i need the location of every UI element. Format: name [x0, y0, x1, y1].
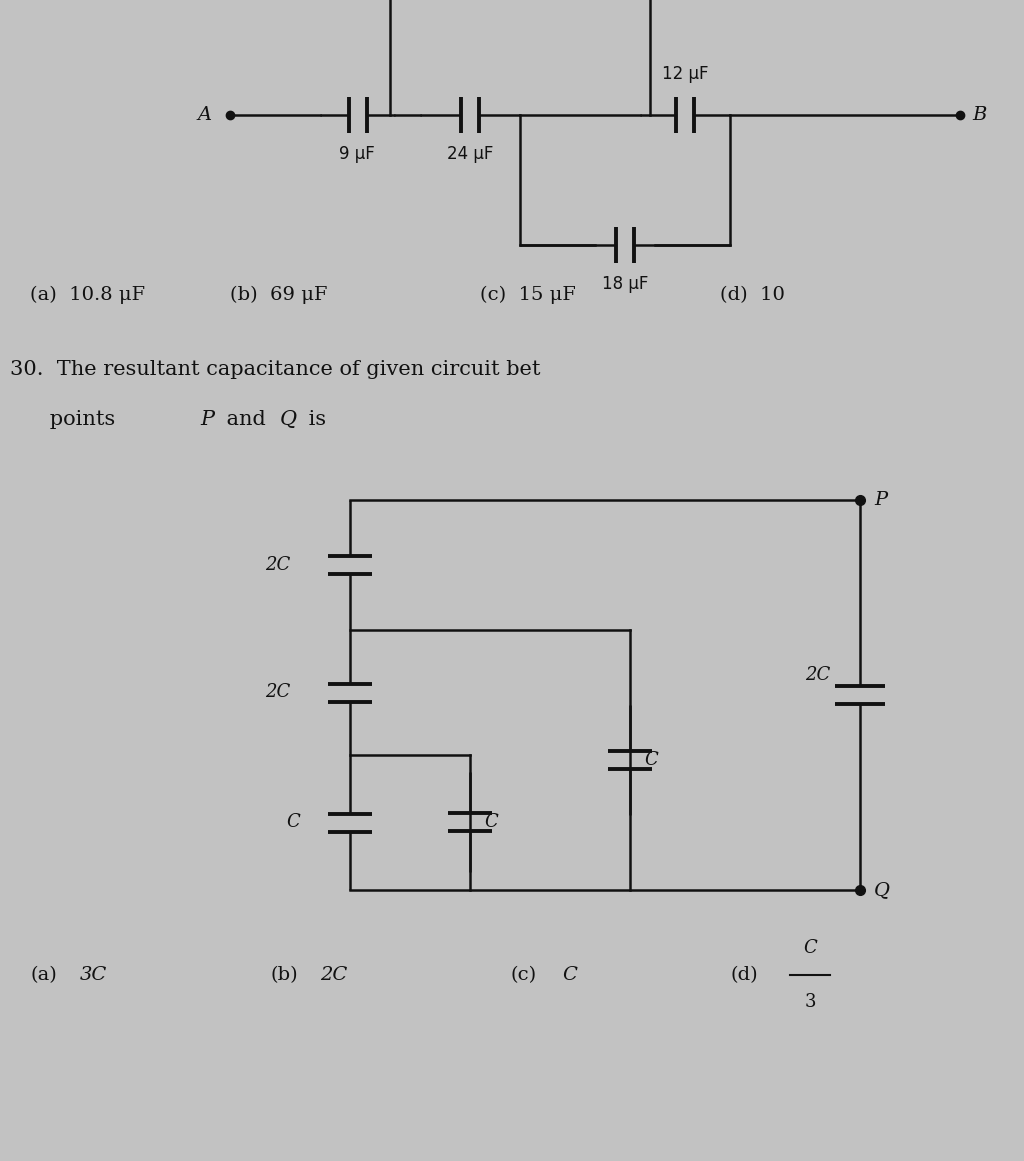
Text: C: C [287, 813, 300, 831]
Text: (c)  15 μF: (c) 15 μF [480, 286, 575, 304]
Text: 12 µF: 12 µF [662, 65, 709, 82]
Text: (d): (d) [730, 966, 758, 985]
Text: (a): (a) [30, 966, 56, 985]
Text: (b): (b) [270, 966, 298, 985]
Text: C: C [803, 939, 817, 957]
Text: (a)  10.8 μF: (a) 10.8 μF [30, 286, 145, 304]
Text: 2C: 2C [805, 666, 830, 684]
Text: (b)  69 μF: (b) 69 μF [230, 286, 328, 304]
Text: is: is [302, 410, 326, 430]
Text: 30.  The resultant capacitance of given circuit bet: 30. The resultant capacitance of given c… [10, 360, 541, 378]
Text: 9 µF: 9 µF [339, 145, 375, 163]
Text: and: and [220, 410, 272, 430]
Text: C: C [644, 751, 657, 769]
Text: C: C [484, 813, 498, 831]
Text: Q: Q [874, 881, 890, 899]
Text: 3: 3 [804, 993, 816, 1011]
Text: (d)  10: (d) 10 [720, 286, 784, 304]
Text: 2C: 2C [265, 683, 290, 701]
Text: 24 µF: 24 µF [446, 145, 494, 163]
Text: P: P [200, 410, 214, 430]
Text: (c): (c) [510, 966, 537, 985]
Text: 3C: 3C [80, 966, 108, 985]
Text: A: A [198, 106, 212, 124]
Text: 2C: 2C [265, 556, 290, 574]
Text: C: C [562, 966, 577, 985]
Text: points: points [10, 410, 116, 430]
Text: Q: Q [280, 410, 297, 430]
Text: 2C: 2C [319, 966, 347, 985]
Text: P: P [874, 491, 887, 509]
Text: 18 µF: 18 µF [602, 275, 648, 293]
Text: B: B [972, 106, 986, 124]
